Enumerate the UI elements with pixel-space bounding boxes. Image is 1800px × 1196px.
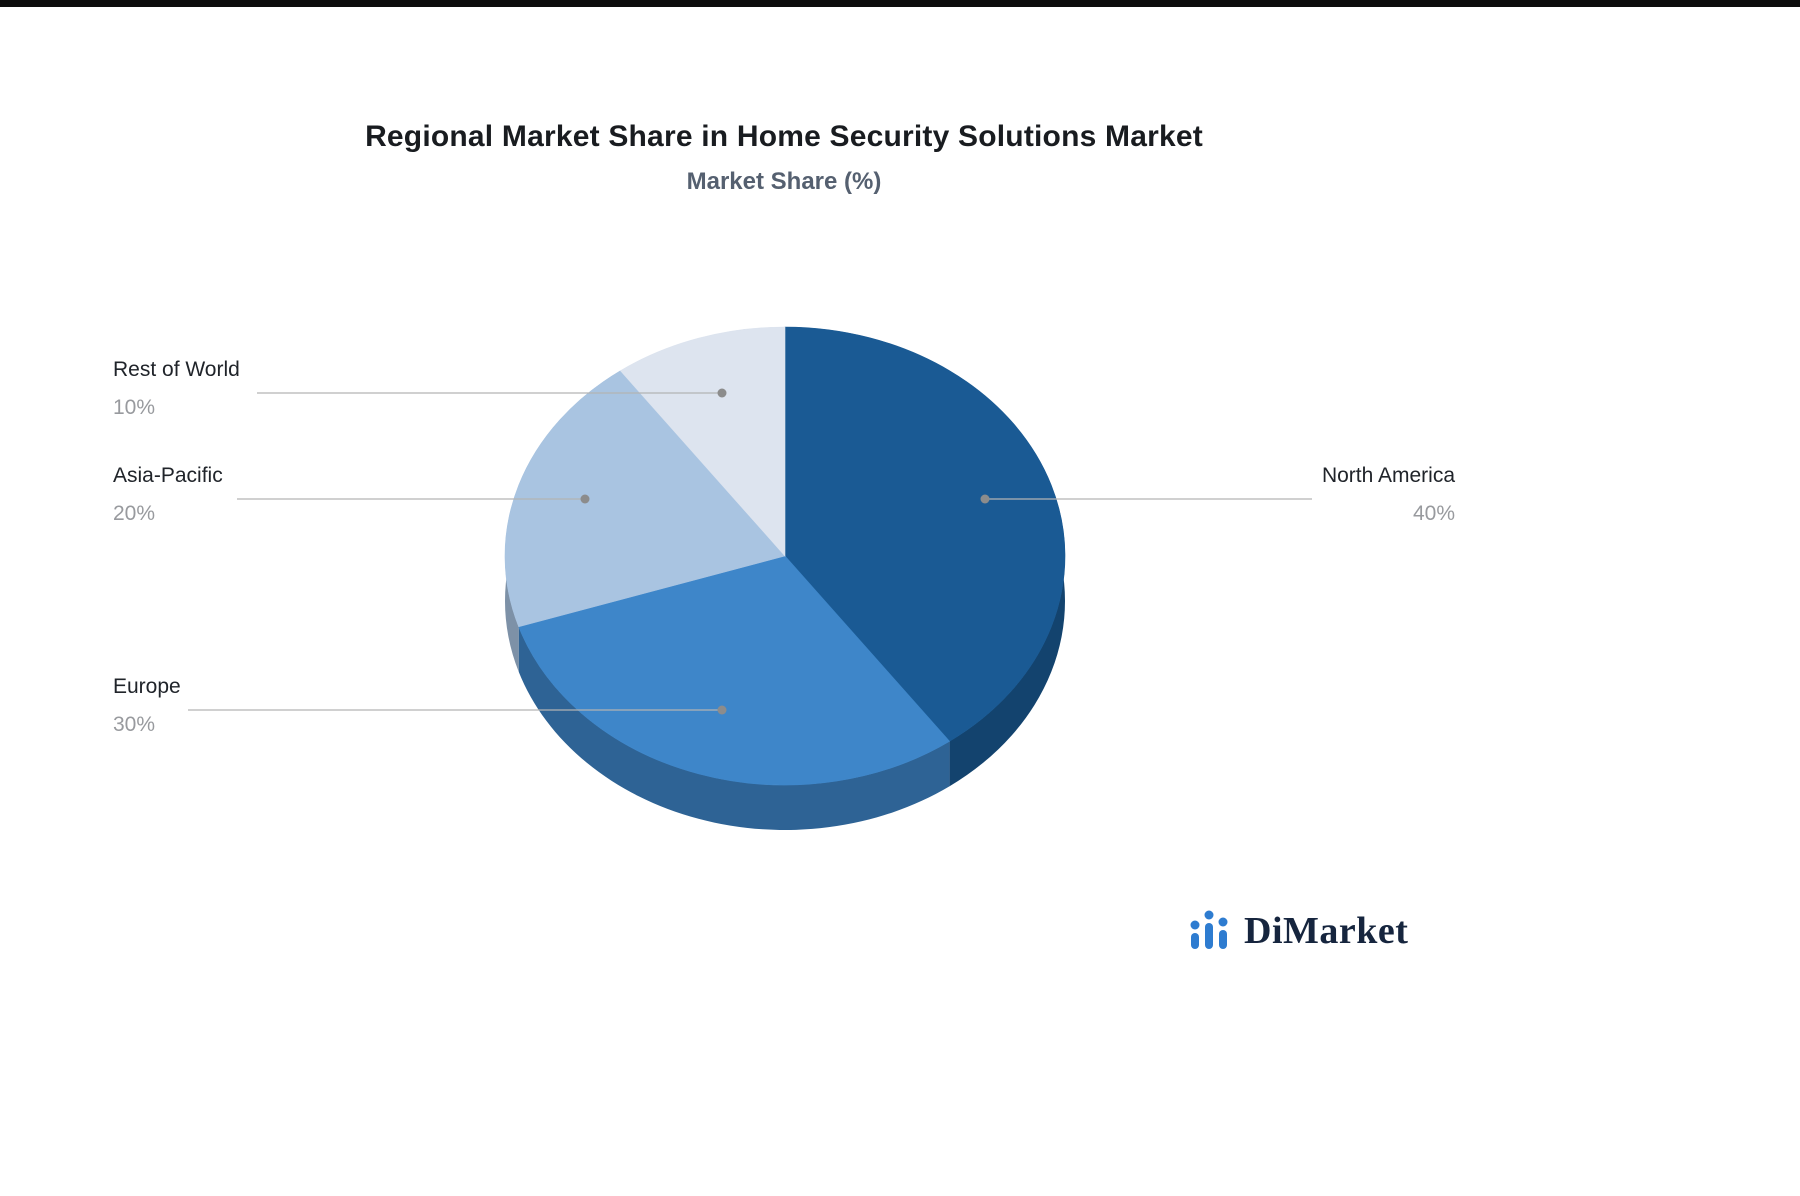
slice-value: 10%	[113, 396, 156, 419]
slice-label: Asia-Pacific	[113, 464, 223, 487]
leader-dot	[717, 388, 727, 398]
slice-label: North America	[1321, 464, 1455, 487]
pie-slice-4	[619, 326, 786, 557]
slice-value: 40%	[1412, 502, 1455, 525]
bar-chart-icon	[1190, 910, 1228, 949]
logo-text: DiMarket	[1244, 910, 1409, 952]
pie-slice-3	[504, 370, 786, 628]
dimarket-logo: DiMarket	[1188, 908, 1408, 954]
leader-dot	[717, 705, 727, 715]
slice-label: Rest of World	[113, 358, 240, 381]
pie-slice-1	[784, 326, 1066, 742]
slice-label: Europe	[113, 675, 181, 698]
leader-dot	[580, 494, 590, 504]
slice-value: 30%	[113, 713, 156, 736]
pie-slice-side	[518, 626, 950, 830]
chart-title: Regional Market Share in Home Security S…	[365, 120, 1203, 153]
leader-dot	[980, 494, 990, 504]
slice-value: 20%	[113, 502, 156, 525]
top-border	[0, 0, 1800, 7]
pie-slice-2	[518, 555, 951, 786]
chart-subtitle: Market Share (%)	[686, 168, 882, 195]
